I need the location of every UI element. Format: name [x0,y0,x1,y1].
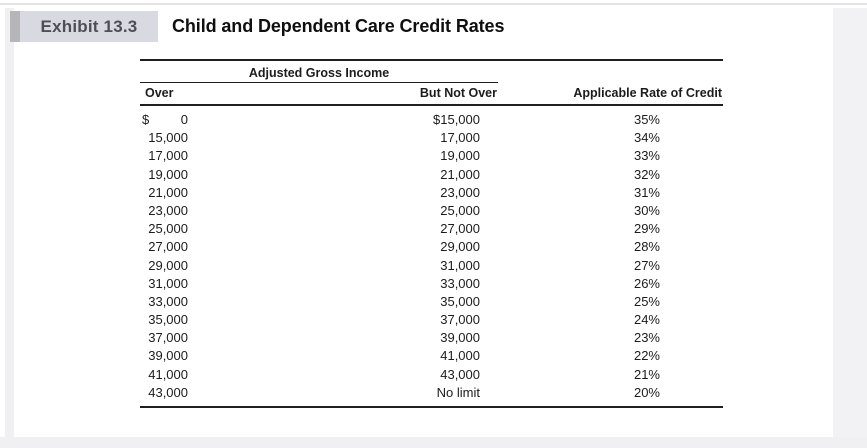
rate-value: 30% [633,202,660,218]
but-not-over-value: 41,000 [440,348,480,364]
over-value: 43,000 [142,384,188,402]
but-not-over-value: 43,000 [440,366,480,382]
over-amount: 21,000 [148,184,188,200]
rate-value: 31% [633,184,660,200]
rate-value: 26% [633,275,660,291]
over-amount: 17,000 [148,148,188,164]
table-row: 37,000 39,000 23% [140,329,723,347]
over-value: 31,000 [142,275,188,293]
but-not-over-value: 19,000 [440,148,480,164]
table-row: 25,000 27,000 29% [140,220,723,238]
over-value: 27,000 [142,238,188,256]
page-top-edge [0,3,867,5]
column-header-applicable-rate: Applicable Rate of Credit [573,86,722,100]
credit-rates-table: Adjusted Gross Income Over But Not Over … [140,59,723,408]
over-value: 15,000 [142,129,188,147]
dollar-sign: $ [142,112,150,127]
table-row: 39,000 41,000 22% [140,347,723,365]
table-row: 15,000 17,000 34% [140,129,723,147]
over-value: 41,000 [142,366,188,384]
rate-value: 25% [633,293,660,309]
over-amount: 35,000 [148,312,188,328]
over-value: 23,000 [142,202,188,220]
column-header-but-not-over: But Not Over [419,86,497,100]
page-left-margin [5,8,14,448]
but-not-over-value: 23,000 [440,184,480,200]
rate-value: 32% [633,166,660,182]
rate-value: 27% [633,257,660,273]
but-not-over-value: $15,000 [433,112,480,127]
page-right-margin [833,8,867,448]
but-not-over-value: 29,000 [440,239,480,255]
rate-value: 28% [633,239,660,255]
rate-value: 21% [633,366,660,382]
over-amount: 41,000 [148,366,188,382]
over-amount: 43,000 [148,384,188,400]
over-amount: 37,000 [148,330,188,346]
column-group-header: Adjusted Gross Income [140,61,498,83]
table-column-headers: Over But Not Over Applicable Rate of Cre… [140,83,723,106]
rate-value: 33% [633,148,660,164]
over-value: 29,000 [142,257,188,275]
but-not-over-value: 21,000 [440,166,480,182]
but-not-over-value: No limit [436,384,480,400]
but-not-over-value: 25,000 [440,202,480,218]
table-top-rule [140,59,723,61]
but-not-over-value: 33,000 [440,275,480,291]
rate-value: 35% [633,112,660,127]
rate-value: 24% [633,312,660,328]
but-not-over-value: 17,000 [440,130,480,146]
but-not-over-value: 35,000 [440,293,480,309]
rate-value: 34% [633,130,660,146]
column-header-over: Over [145,86,174,100]
table-row: 19,000 21,000 32% [140,166,723,184]
table-row: 33,000 35,000 25% [140,293,723,311]
but-not-over-value: 37,000 [440,312,480,328]
exhibit-title: Child and Dependent Care Credit Rates [172,16,505,36]
over-value: 37,000 [142,329,188,347]
over-amount: 0 [180,112,188,127]
over-value: $ 0 [142,111,188,129]
table-rows: $ 0 $15,000 35% 15,000 17,000 34% 17,000… [140,106,723,408]
table-row: 41,000 43,000 21% [140,366,723,384]
over-value: 19,000 [142,166,188,184]
over-value: 17,000 [142,147,188,165]
over-amount: 39,000 [148,348,188,364]
over-amount: 25,000 [148,221,188,237]
over-value: 35,000 [142,311,188,329]
over-amount: 33,000 [148,293,188,309]
over-value: 33,000 [142,293,188,311]
table-row: 23,000 25,000 30% [140,202,723,220]
over-value: 21,000 [142,184,188,202]
exhibit-accent-bar [10,11,20,42]
table-row: 27,000 29,000 28% [140,238,723,256]
but-not-over-value: 31,000 [440,257,480,273]
table-row: 31,000 33,000 26% [140,275,723,293]
rate-value: 23% [633,330,660,346]
over-amount: 31,000 [148,275,188,291]
over-amount: 27,000 [148,239,188,255]
but-not-over-value: 39,000 [440,330,480,346]
over-amount: 23,000 [148,202,188,218]
over-amount: 15,000 [148,130,188,146]
table-row: 43,000 No limit 20% [140,384,723,402]
rate-value: 20% [633,384,660,400]
over-value: 39,000 [142,347,188,365]
rate-value: 22% [633,348,660,364]
over-amount: 29,000 [148,257,188,273]
but-not-over-value: 27,000 [440,221,480,237]
over-value: 25,000 [142,220,188,238]
page-bottom-margin [0,437,867,448]
exhibit-label: Exhibit 13.3 [20,11,158,42]
table-row: $ 0 $15,000 35% [140,111,723,129]
over-amount: 19,000 [148,166,188,182]
table-row: 35,000 37,000 24% [140,311,723,329]
rate-value: 29% [633,221,660,237]
table-row: 21,000 23,000 31% [140,184,723,202]
table-row: 17,000 19,000 33% [140,147,723,165]
table-row: 29,000 31,000 27% [140,257,723,275]
